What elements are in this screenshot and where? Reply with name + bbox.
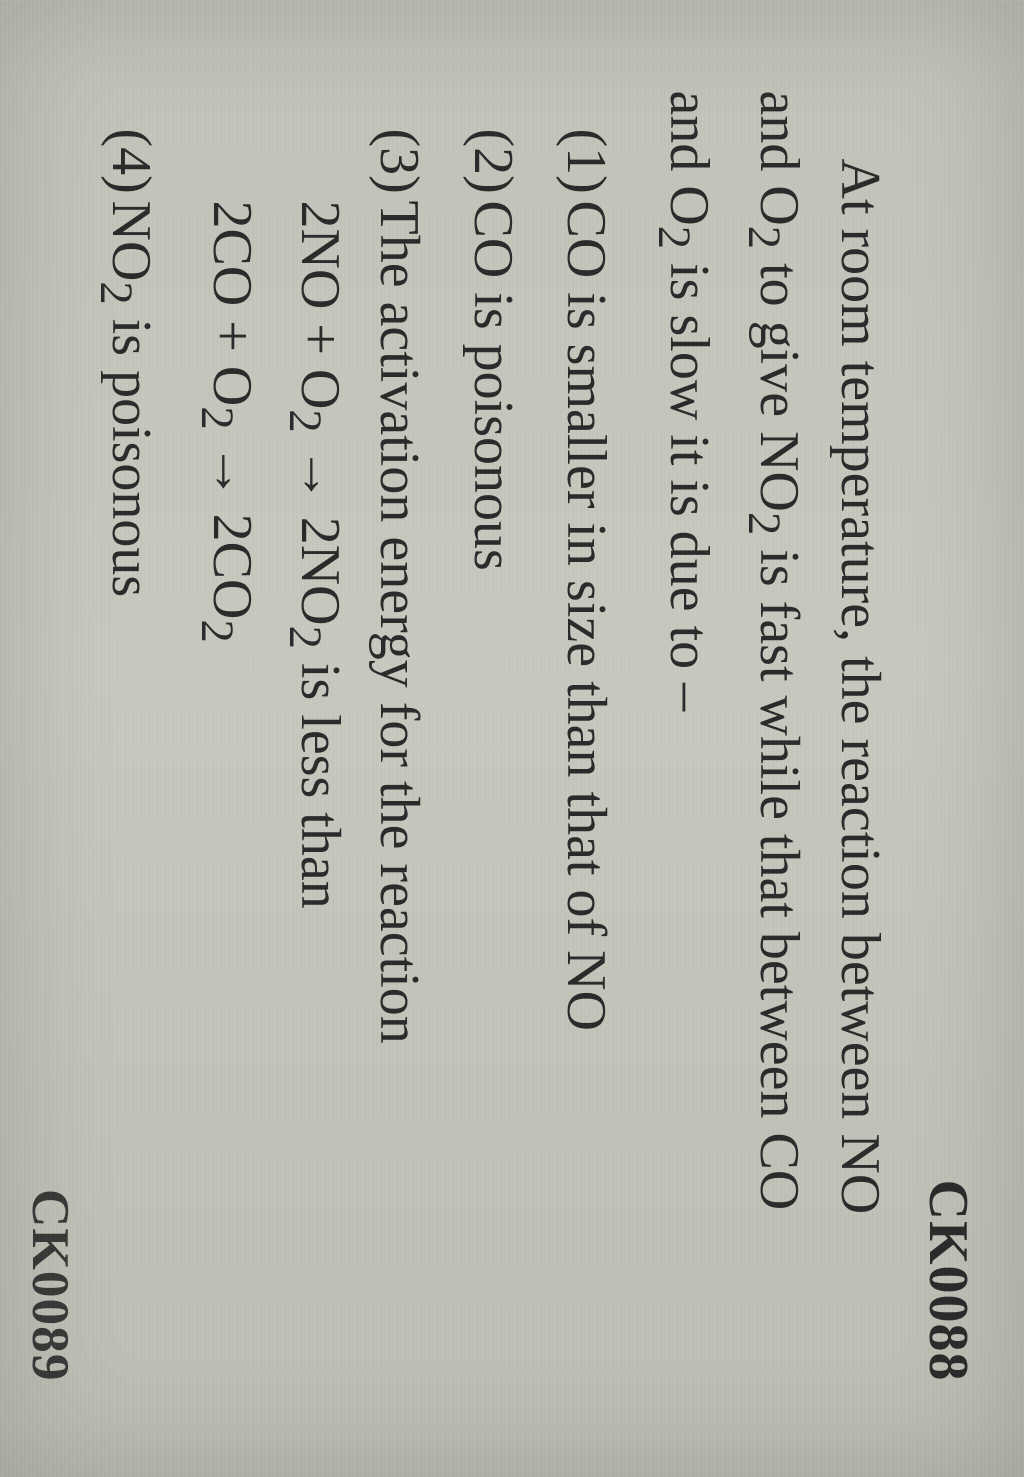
option-text: → 2NO [289,432,351,625]
option-body: CO is poisonous [452,200,532,1397]
question-id: CK0088 [916,1179,980,1381]
printed-page: CK0088 At room temperature, the reaction… [0,0,1024,1477]
option-text: CO is smaller in size than that of NO [555,200,617,1031]
option-text: The activation energy for the reaction [368,200,430,1043]
stem-line-3: and O2 is slow it is due to – [658,90,720,711]
option-line: The activation energy for the reaction [359,200,439,1397]
option-line: NO2 is poisonous [82,200,169,1397]
subscript: 2 [648,225,700,248]
option-4: (4)NO2 is poisonous [82,90,169,1397]
option-number: (3) [359,90,439,200]
subscript: 2 [191,406,243,429]
stem-line-1: At room temperature, the reaction betwee… [829,158,891,1214]
option-body: CO is smaller in size than that of NO [546,200,626,1397]
subscript: 2 [738,225,790,248]
option-text: → 2CO [201,429,263,619]
stem-line-2: and O2 to give NO2 is fast while that be… [748,90,810,1210]
option-number: (4) [90,90,170,200]
option-body: The activation energy for the reaction2N… [184,200,438,1397]
option-text: is less than [289,648,351,908]
option-line: 2CO + O2 → 2CO2 [184,200,271,1397]
stem-text: and O [658,90,720,225]
stem-text: is fast while that between CO [748,535,810,1210]
option-number: (2) [452,90,532,200]
option-line: 2NO + O2 → 2NO2 is less than [271,200,358,1397]
question-stem: At room temperature, the reaction betwee… [639,90,900,1397]
subscript: 2 [89,281,141,304]
option-body: NO2 is poisonous [82,200,169,1397]
option-3: (3)The activation energy for the reactio… [184,90,438,1397]
subscript: 2 [191,619,243,642]
stem-text: is slow it is due to – [658,249,720,711]
option-number: (1) [546,90,626,200]
options-list: (1)CO is smaller in size than that of NO… [82,90,625,1397]
option-line: CO is poisonous [452,200,532,1397]
option-text: is poisonous [100,304,162,597]
subscript: 2 [278,625,330,648]
option-text: CO is poisonous [462,200,524,570]
subscript: 2 [278,409,330,432]
stem-text: and O [748,90,810,225]
option-2: (2)CO is poisonous [452,90,532,1397]
option-line: CO is smaller in size than that of NO [546,200,626,1397]
option-text: NO [100,200,162,281]
option-text: 2NO + O [289,200,351,409]
next-question-id-partial: CK0089 [20,1188,82,1381]
option-1: (1)CO is smaller in size than that of NO [546,90,626,1397]
subscript: 2 [738,511,790,534]
stem-text: to give NO [748,249,810,512]
option-text: 2CO + O [201,200,263,406]
